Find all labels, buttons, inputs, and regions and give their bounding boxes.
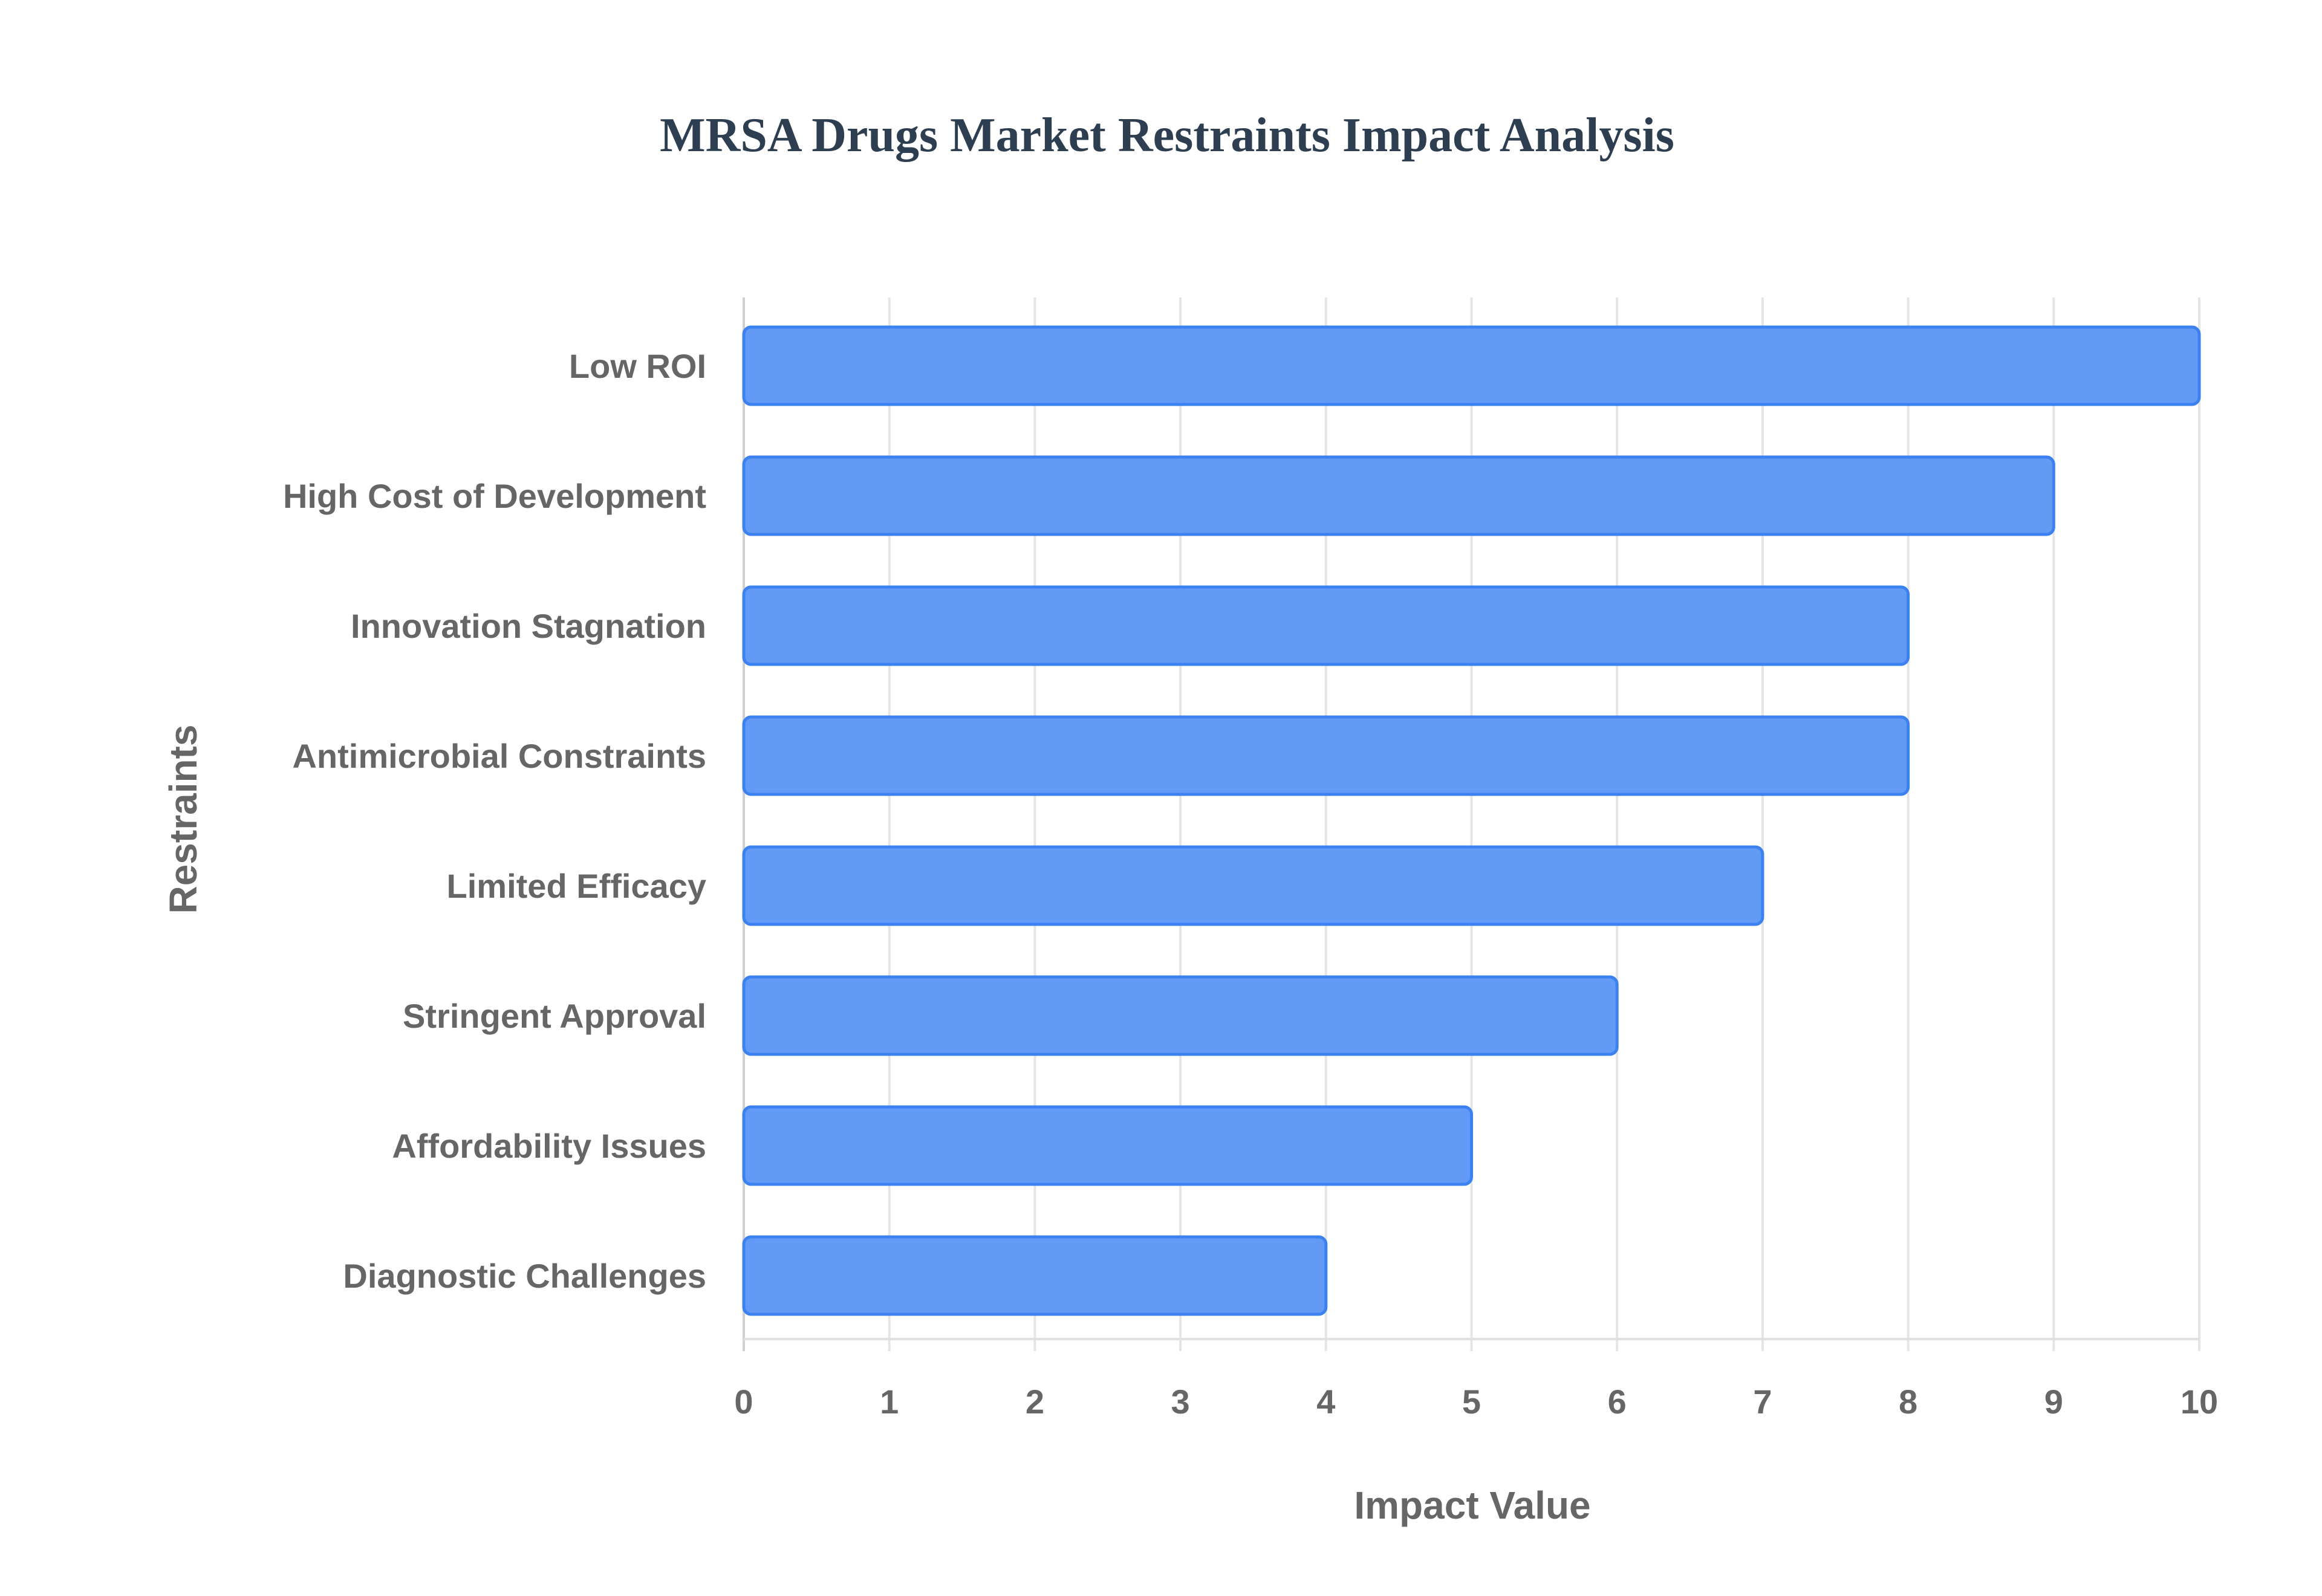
x-tick-label: 8 — [1899, 1383, 1917, 1421]
bar — [742, 1105, 1473, 1186]
y-category-label: Low ROI — [569, 347, 706, 385]
bar — [742, 845, 1764, 926]
x-tick-label: 7 — [1753, 1383, 1772, 1421]
bar — [742, 585, 1910, 666]
y-category-label: Diagnostic Challenges — [343, 1257, 706, 1295]
y-category-label: Affordability Issues — [392, 1127, 706, 1165]
x-tick-label: 2 — [1026, 1383, 1044, 1421]
x-tick-label: 6 — [1608, 1383, 1627, 1421]
bar — [742, 455, 2055, 536]
bar — [742, 975, 1619, 1056]
x-tick-label: 10 — [2181, 1383, 2218, 1421]
x-tick-label: 3 — [1171, 1383, 1190, 1421]
x-tick-label: 1 — [880, 1383, 899, 1421]
y-category-label: Innovation Stagnation — [351, 607, 706, 645]
x-tick-label: 5 — [1462, 1383, 1481, 1421]
y-category-label: Stringent Approval — [403, 997, 706, 1035]
x-tick-label: 9 — [2044, 1383, 2063, 1421]
x-tick-label: 0 — [734, 1383, 753, 1421]
bar — [742, 325, 2201, 406]
x-axis-label: Impact Value — [1354, 1484, 1590, 1527]
bar — [742, 715, 1910, 796]
y-category-label: Limited Efficacy — [447, 867, 706, 905]
y-axis-label: Restraints — [161, 725, 205, 914]
x-tick-label: 4 — [1316, 1383, 1335, 1421]
chart-title: MRSA Drugs Market Restraints Impact Anal… — [660, 109, 1674, 162]
bar — [742, 1235, 1328, 1316]
y-category-label: High Cost of Development — [283, 477, 706, 515]
y-category-label: Antimicrobial Constraints — [292, 737, 706, 775]
